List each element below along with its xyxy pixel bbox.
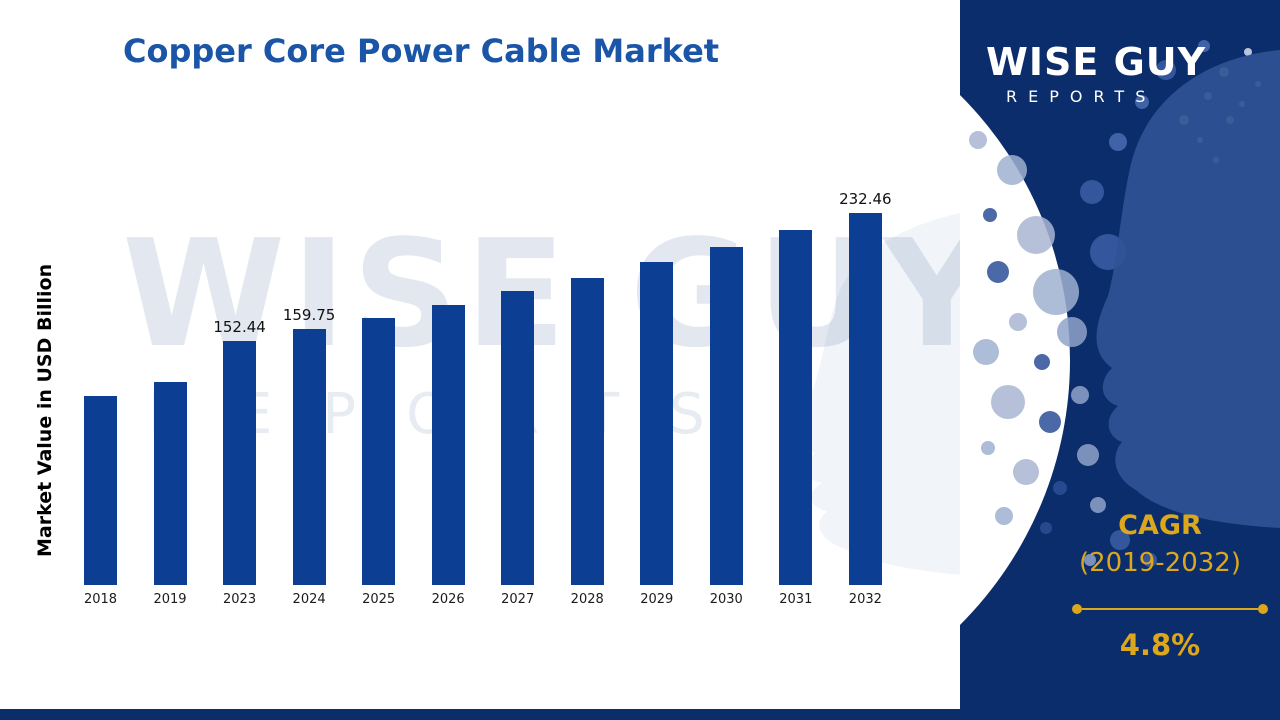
cagr-label: CAGR xyxy=(1118,510,1202,541)
logo-subtitle: REPORTS xyxy=(1006,87,1157,106)
divider-dot-left xyxy=(1072,604,1082,614)
bar-column-2028: 2028 xyxy=(571,278,604,608)
bar-2028 xyxy=(570,278,604,585)
bottom-bar xyxy=(0,709,1280,720)
x-axis-label: 2023 xyxy=(223,592,257,607)
bar-column-2023: 152.44 2023 xyxy=(213,318,266,608)
bar-column-2025: 2025 xyxy=(362,318,395,608)
bar-column-2029: 2029 xyxy=(640,262,673,608)
watermark-text-line1: WISE GUY xyxy=(122,208,997,380)
x-axis-label: 2025 xyxy=(362,592,396,607)
brand-panel xyxy=(960,0,1280,720)
bar-chart: 2018 2019 152.44 2023 159.75 2024 2025 2026 2027… xyxy=(84,190,892,608)
x-axis-label: 2029 xyxy=(640,592,674,607)
x-axis-label: 2019 xyxy=(153,592,187,607)
bar-2032 xyxy=(848,213,882,585)
cagr-divider xyxy=(1072,604,1268,614)
bar-column-2019: 2019 xyxy=(153,382,187,608)
bar-value-label: 152.44 xyxy=(213,318,266,336)
bar-2018 xyxy=(84,396,117,585)
bar-2030 xyxy=(709,247,743,585)
face-dots xyxy=(969,40,1261,567)
bar-2031 xyxy=(779,230,813,585)
bar-column-2027: 2027 xyxy=(501,291,534,608)
x-axis-label: 2030 xyxy=(709,592,743,607)
x-axis-label: 2028 xyxy=(570,592,604,607)
bar-column-2032: 232.46 2032 xyxy=(839,190,892,608)
bar-2024 xyxy=(292,329,326,585)
bar-column-2030: 2030 xyxy=(710,247,743,608)
bar-2029 xyxy=(640,262,674,585)
wiseguy-face-icon xyxy=(1096,50,1280,528)
bar-column-2026: 2026 xyxy=(432,305,465,608)
x-axis-label: 2024 xyxy=(292,592,326,607)
bar-2025 xyxy=(362,318,396,585)
bar-value-label: 159.75 xyxy=(282,306,336,324)
x-axis-label: 2018 xyxy=(83,592,118,607)
x-axis-label: 2026 xyxy=(431,592,465,607)
page-title: Copper Core Power Cable Market xyxy=(123,32,720,70)
cagr-value: 4.8% xyxy=(1119,628,1201,662)
bar-value-label: 232.46 xyxy=(839,190,892,208)
divider-dot-right xyxy=(1258,604,1268,614)
bar-2026 xyxy=(431,305,465,585)
bar-column-2018: 2018 xyxy=(84,396,117,608)
cagr-range: (2019-2032) xyxy=(1078,548,1241,578)
x-axis-label: 2032 xyxy=(848,592,882,607)
wiseguy-logo: WISE GUY REPORTS xyxy=(986,40,1206,106)
divider-line xyxy=(1082,608,1258,610)
bar-2019 xyxy=(153,382,187,585)
x-axis-label: 2027 xyxy=(501,592,535,607)
bar-column-2024: 159.75 2024 xyxy=(283,306,336,608)
logo-wordmark: WISE GUY xyxy=(986,40,1207,84)
y-axis-label: Market Value in USD Billion xyxy=(34,263,56,558)
bar-2023 xyxy=(223,341,257,585)
bar-2027 xyxy=(501,291,535,585)
bar-column-2031: 2031 xyxy=(779,230,812,608)
x-axis-label: 2031 xyxy=(779,592,813,607)
